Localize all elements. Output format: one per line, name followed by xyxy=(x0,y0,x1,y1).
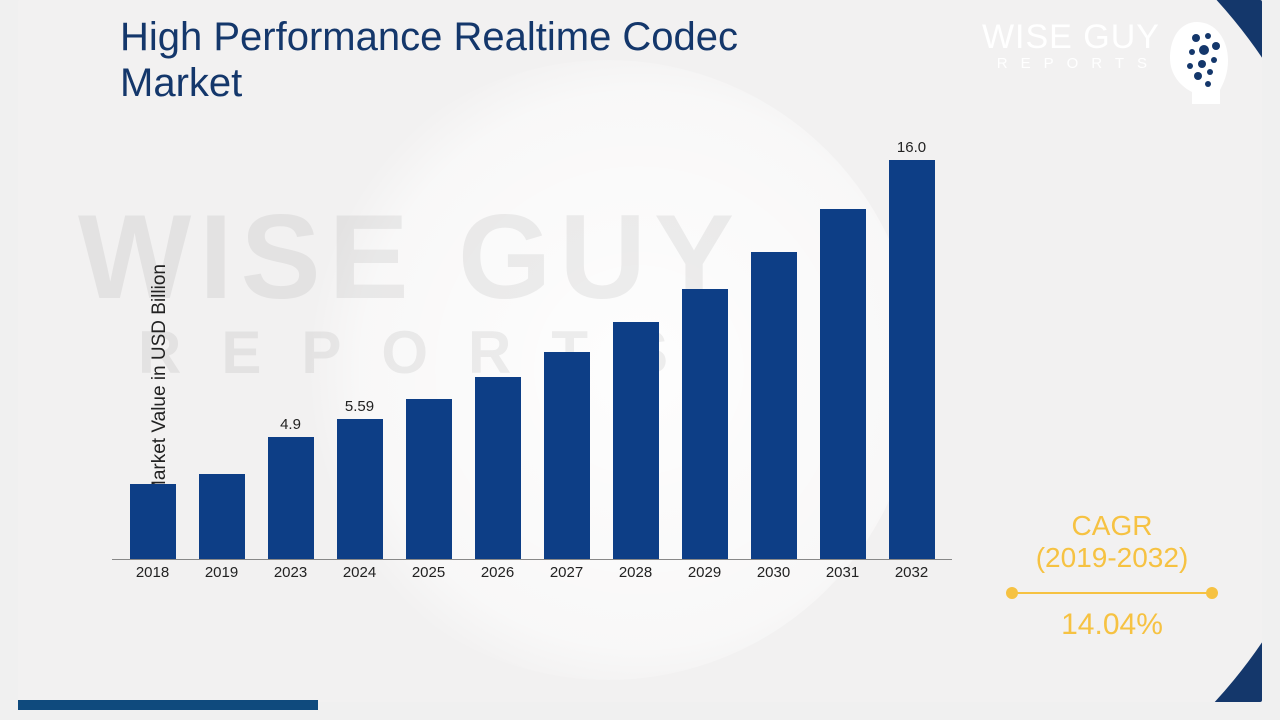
bar xyxy=(820,209,866,559)
bar-value-label: 5.59 xyxy=(345,398,374,419)
xtick-label: 2024 xyxy=(325,564,394,581)
cagr-box: CAGR (2019-2032) 14.04% xyxy=(992,510,1232,642)
bar-col xyxy=(670,160,739,559)
bar-col: 16.0 xyxy=(877,160,946,559)
chart-bars: 4.9 5.59 16.0 xyxy=(112,160,952,559)
bar-col: 4.9 xyxy=(256,160,325,559)
brand-logo-main: WISE GUY xyxy=(972,18,1160,57)
main-canvas: WISE GUYREPORTS High Performance Realtim… xyxy=(18,0,1262,702)
bar: 4.9 xyxy=(268,437,314,560)
brand-logo: WISE GUY REPORTS xyxy=(972,18,1232,118)
xtick-label: 2032 xyxy=(877,564,946,581)
page-title: High Performance Realtime Codec Market xyxy=(120,14,840,106)
bar-value-label: 4.9 xyxy=(280,416,301,437)
bottom-accent-bar xyxy=(18,700,318,710)
cagr-value: 14.04% xyxy=(992,608,1232,642)
brand-head-icon xyxy=(1162,18,1232,108)
bar-col xyxy=(118,160,187,559)
xtick-label: 2031 xyxy=(808,564,877,581)
cagr-divider xyxy=(1012,592,1212,594)
xtick-label: 2030 xyxy=(739,564,808,581)
bar-col xyxy=(187,160,256,559)
bar xyxy=(475,377,521,560)
bar-col xyxy=(601,160,670,559)
bar xyxy=(682,289,728,559)
bar: 5.59 xyxy=(337,419,383,559)
cagr-label: CAGR (2019-2032) xyxy=(992,510,1232,574)
bar-col xyxy=(739,160,808,559)
cagr-period: (2019-2032) xyxy=(1036,542,1189,573)
bar-value-label: 16.0 xyxy=(897,139,926,160)
bar-col xyxy=(532,160,601,559)
xtick-label: 2026 xyxy=(463,564,532,581)
chart-plot-area: 4.9 5.59 16.0 xyxy=(112,160,952,560)
xtick-label: 2028 xyxy=(601,564,670,581)
cagr-label-text: CAGR xyxy=(1072,510,1153,541)
bar xyxy=(544,352,590,560)
bar-col: 5.59 xyxy=(325,160,394,559)
bar-col xyxy=(463,160,532,559)
xtick-label: 2029 xyxy=(670,564,739,581)
bar xyxy=(130,484,176,559)
bar: 16.0 xyxy=(889,160,935,559)
bar xyxy=(406,399,452,559)
brand-logo-sub: REPORTS xyxy=(972,55,1160,72)
chart-xticks: 2018201920232024202520262027202820292030… xyxy=(112,564,952,581)
bar-col xyxy=(394,160,463,559)
xtick-label: 2025 xyxy=(394,564,463,581)
xtick-label: 2019 xyxy=(187,564,256,581)
market-chart: Market Value in USD Billion 4.95.5916.0 … xyxy=(78,160,958,600)
bar xyxy=(751,252,797,560)
bar xyxy=(199,474,245,559)
xtick-label: 2023 xyxy=(256,564,325,581)
xtick-label: 2027 xyxy=(532,564,601,581)
bar xyxy=(613,322,659,560)
xtick-label: 2018 xyxy=(118,564,187,581)
bar-col xyxy=(808,160,877,559)
